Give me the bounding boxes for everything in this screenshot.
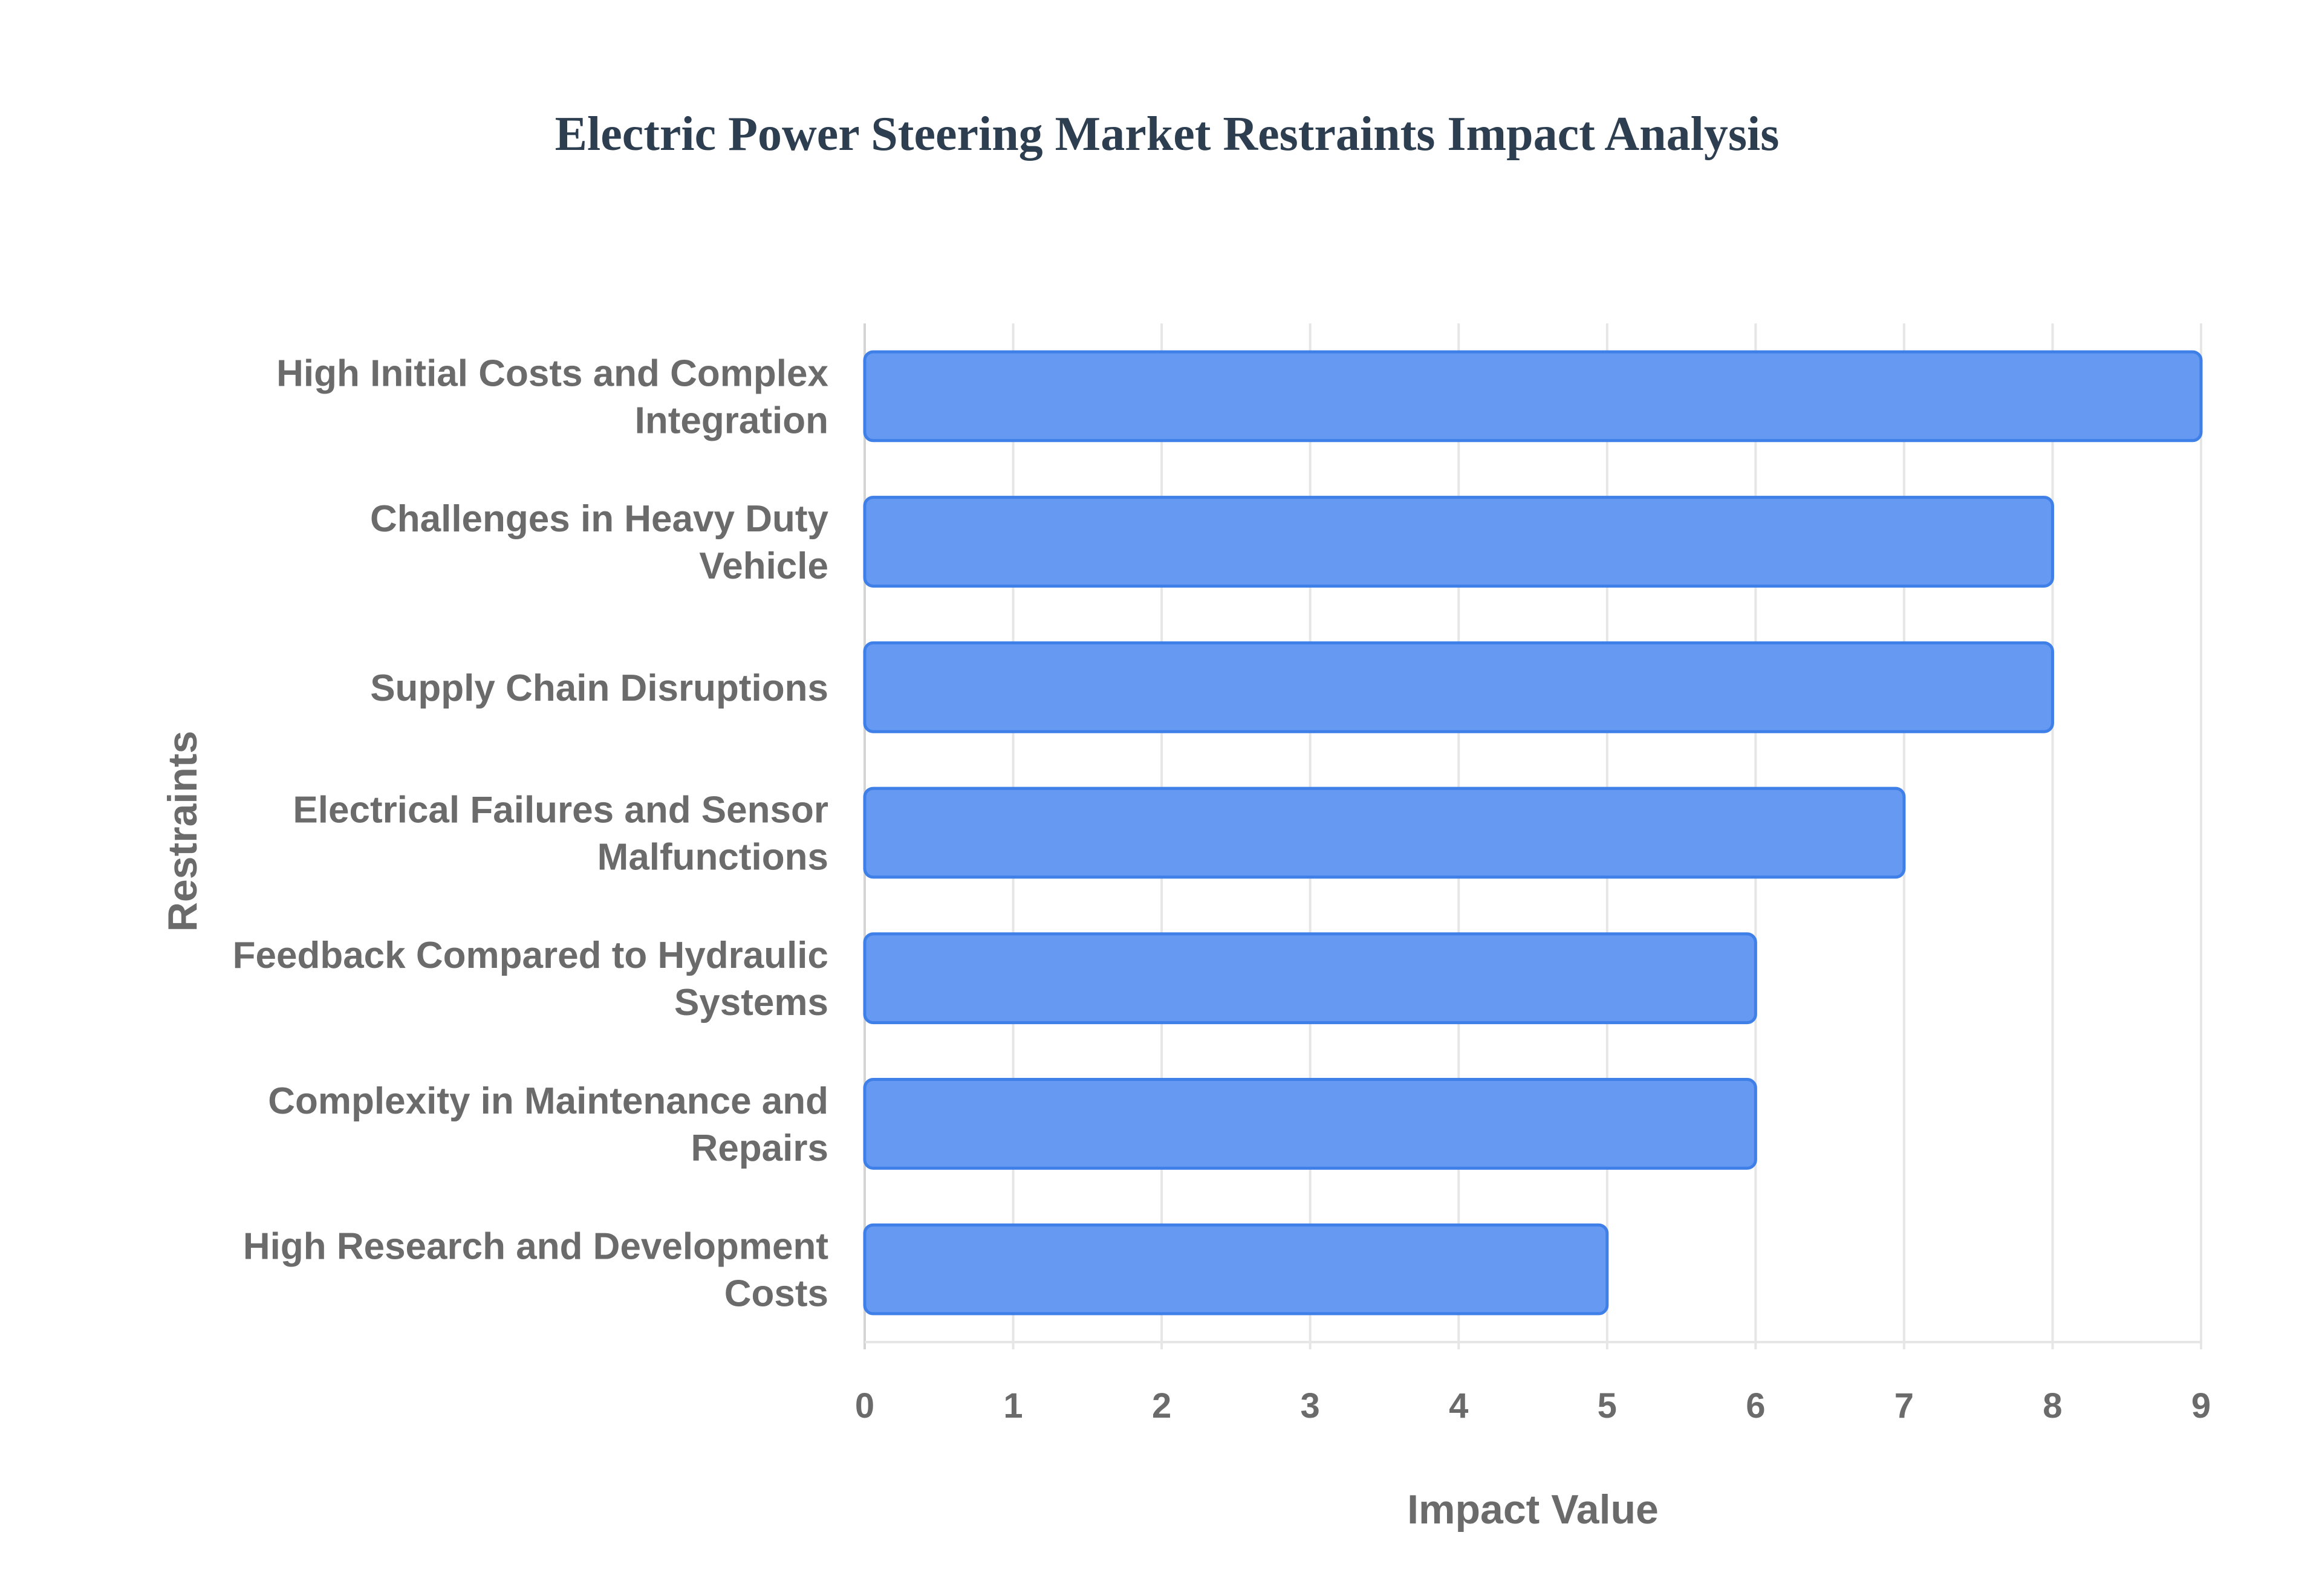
- y-tick-label: Supply Chain Disruptions: [370, 667, 828, 709]
- x-tick-label: 3: [1301, 1386, 1320, 1426]
- x-tick-labels: 0 1 2 3 4 5 6 7 8 9: [855, 1386, 2211, 1426]
- bar: [863, 641, 2054, 733]
- x-tick-label: 9: [2191, 1386, 2211, 1426]
- y-tick-label: High Initial Costs and Complex Integratio…: [276, 352, 828, 441]
- y-tick-label: High Research and Development Costs: [243, 1226, 828, 1315]
- bar: [863, 350, 2203, 443]
- y-tick-label: Complexity in Maintenance and Repairs: [268, 1080, 828, 1169]
- x-tick-label: 1: [1003, 1386, 1023, 1426]
- y-tick-label: Challenges in Heavy Duty Vehicle: [370, 498, 829, 587]
- bar: [863, 1223, 1609, 1315]
- x-axis-label: Impact Value: [1407, 1487, 1659, 1533]
- x-tick-label: 8: [2043, 1386, 2062, 1426]
- x-tick-label: 0: [855, 1386, 874, 1426]
- y-axis-label: Restraints: [160, 731, 206, 932]
- x-tick-label: 6: [1746, 1386, 1765, 1426]
- bar: [863, 496, 2054, 588]
- y-tick-label: Feedback Compared to Hydraulic Systems: [233, 935, 828, 1023]
- bars: [863, 350, 2203, 1315]
- y-tick-label: Electrical Failures and Sensor Malfunctio…: [293, 790, 828, 878]
- bar: [863, 932, 1757, 1025]
- x-tick-label: 2: [1152, 1386, 1171, 1426]
- x-tick-label: 4: [1449, 1386, 1468, 1426]
- y-tick-labels: High Initial Costs and Complex Integratio…: [233, 352, 829, 1314]
- x-tick-label: 7: [1894, 1386, 1914, 1426]
- bar: [863, 787, 1906, 879]
- chart-title: Electric Power Steering Market Restraint…: [555, 108, 1780, 161]
- x-tick-label: 5: [1598, 1386, 1617, 1426]
- bar: [863, 1078, 1757, 1170]
